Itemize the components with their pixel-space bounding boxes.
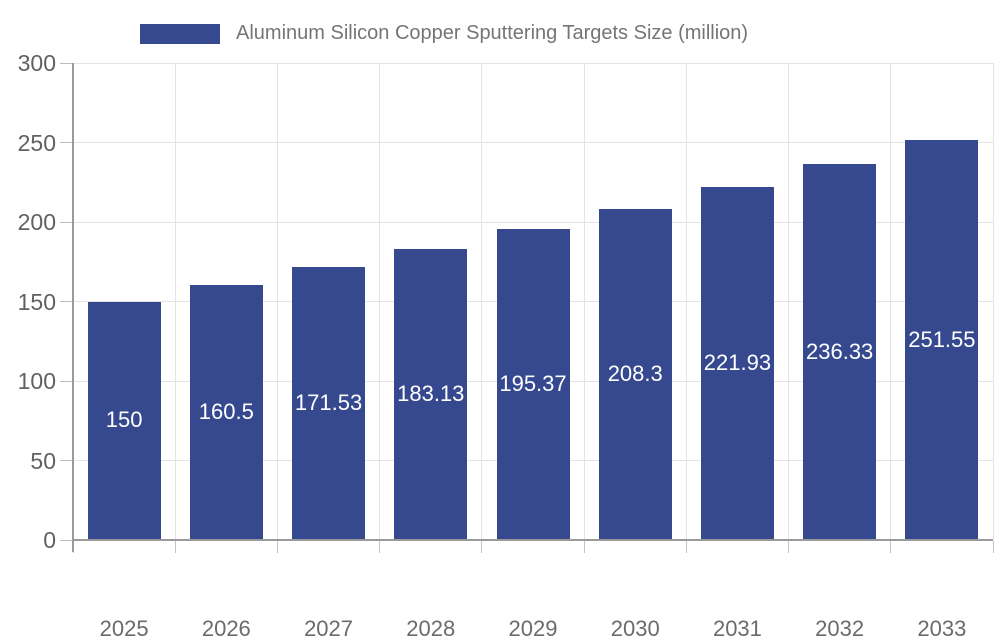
bar-value-label: 183.13 bbox=[397, 380, 465, 406]
y-axis-label: 50 bbox=[30, 447, 56, 474]
y-axis-tick bbox=[60, 62, 73, 64]
bar-2028[interactable]: 183.13 bbox=[394, 248, 468, 539]
x-gridline bbox=[379, 63, 381, 540]
bar-2031[interactable]: 221.93 bbox=[700, 187, 774, 539]
x-axis-line bbox=[73, 539, 993, 541]
x-axis-label: 2029 bbox=[508, 616, 558, 641]
y-axis-label: 100 bbox=[17, 368, 56, 394]
x-gridline bbox=[481, 63, 483, 540]
x-gridline bbox=[992, 63, 994, 540]
bar-value-label: 160.5 bbox=[198, 398, 254, 424]
x-axis-label: 2030 bbox=[610, 616, 660, 641]
y-axis-tick bbox=[60, 460, 73, 461]
legend[interactable]: Aluminum Silicon Copper Sputtering Targe… bbox=[140, 22, 748, 45]
y-axis-tick bbox=[60, 380, 73, 382]
bar-2030[interactable]: 208.3 bbox=[598, 208, 672, 539]
x-gridline bbox=[788, 63, 790, 540]
bar-value-label: 150 bbox=[105, 407, 143, 433]
y-axis-tick bbox=[60, 539, 73, 541]
bar-value-label: 195.37 bbox=[499, 371, 567, 397]
bar-value-label: 251.55 bbox=[908, 326, 976, 352]
x-axis-tick bbox=[685, 541, 687, 553]
x-axis-label: 2033 bbox=[917, 616, 967, 641]
bar-2027[interactable]: 171.53 bbox=[292, 267, 366, 539]
y-axis-label: 0 bbox=[43, 527, 56, 553]
y-axis-label: 150 bbox=[17, 288, 56, 315]
bar-value-label: 171.53 bbox=[294, 390, 363, 416]
y-axis-tick bbox=[60, 142, 73, 143]
x-axis-label: 2028 bbox=[406, 616, 456, 641]
x-axis-tick bbox=[583, 541, 585, 553]
x-gridline bbox=[685, 63, 687, 540]
x-axis-label: 2032 bbox=[815, 616, 865, 641]
legend-swatch bbox=[140, 23, 220, 44]
y-axis-tick bbox=[60, 301, 73, 302]
y-axis-label: 250 bbox=[17, 129, 56, 156]
bar-2029[interactable]: 195.37 bbox=[496, 229, 570, 539]
x-axis-tick bbox=[174, 541, 176, 553]
x-gridline bbox=[174, 63, 176, 540]
bar-2033[interactable]: 251.55 bbox=[905, 140, 979, 539]
x-gridline bbox=[276, 63, 278, 540]
x-axis-label: 2025 bbox=[99, 616, 149, 641]
y-gridline bbox=[73, 142, 993, 143]
x-axis-tick bbox=[788, 541, 790, 553]
x-axis-tick bbox=[276, 541, 278, 553]
y-axis-label: 200 bbox=[17, 209, 56, 235]
plot-area: 0 50 100 150 200 250 300 150 2025 160.5 2026 171.53… bbox=[18, 51, 994, 641]
x-axis-tick bbox=[481, 541, 483, 553]
x-axis-tick bbox=[379, 541, 381, 553]
x-gridline bbox=[583, 63, 585, 540]
x-axis-label: 2027 bbox=[304, 616, 354, 641]
x-axis-label: 2026 bbox=[201, 616, 251, 641]
x-axis-label: 2031 bbox=[712, 616, 762, 641]
y-axis-line bbox=[72, 63, 74, 552]
bar-value-label: 236.33 bbox=[806, 338, 874, 364]
y-gridline bbox=[73, 62, 993, 64]
bar-value-label: 221.93 bbox=[703, 350, 772, 376]
y-gridline bbox=[73, 221, 993, 223]
legend-label: Aluminum Silicon Copper Sputtering Targe… bbox=[236, 22, 749, 44]
x-gridline bbox=[890, 63, 892, 540]
x-axis-tick bbox=[890, 541, 892, 553]
y-axis-label: 300 bbox=[17, 50, 56, 76]
bar-2025[interactable]: 150 bbox=[87, 301, 161, 539]
y-axis-tick bbox=[60, 221, 73, 223]
bar-chart: Aluminum Silicon Copper Sputtering Targe… bbox=[18, 22, 994, 641]
bar-2026[interactable]: 160.5 bbox=[189, 284, 263, 539]
bar-value-label: 208.3 bbox=[607, 360, 663, 386]
x-axis-tick bbox=[992, 541, 994, 553]
bar-2032[interactable]: 236.33 bbox=[803, 164, 877, 539]
